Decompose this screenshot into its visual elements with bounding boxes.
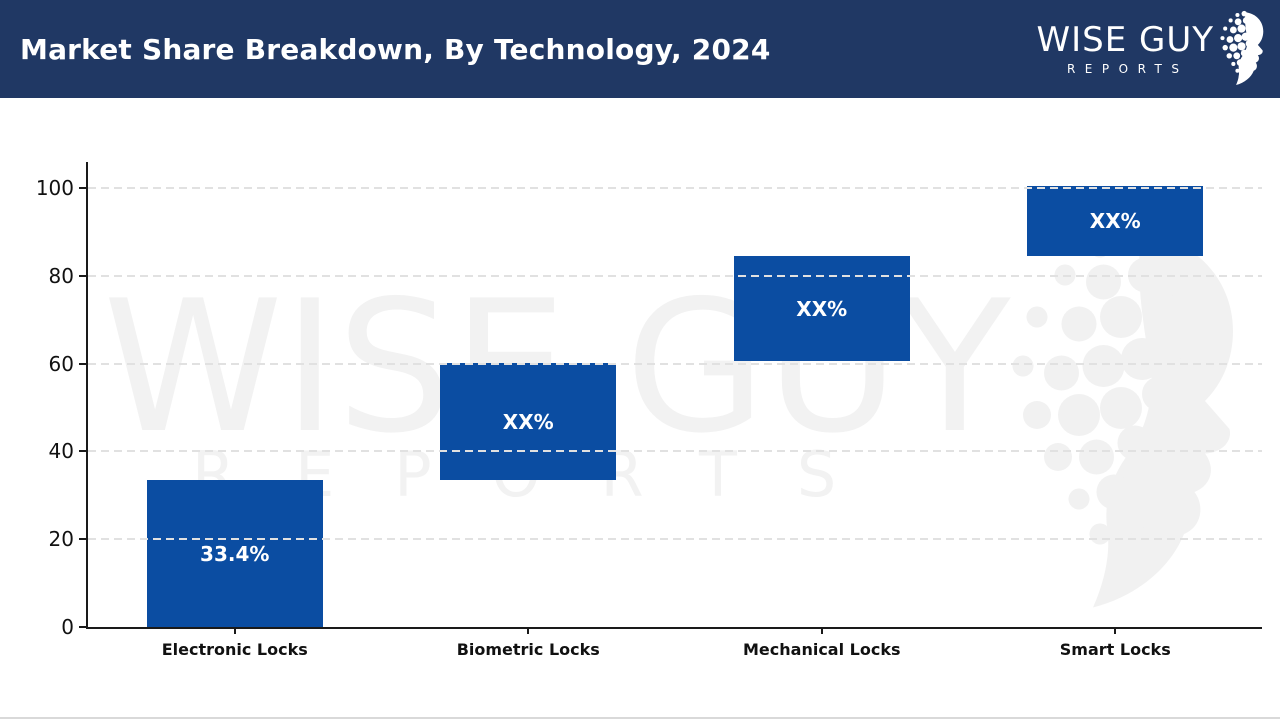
y-tick-label: 20 <box>48 527 74 552</box>
bar-value-label: XX% <box>502 409 554 434</box>
x-tick-label: Mechanical Locks <box>743 640 901 659</box>
x-tick-label: Biometric Locks <box>456 640 600 659</box>
bar-segment <box>1027 186 1204 256</box>
gridline <box>88 362 1262 365</box>
y-tick <box>79 362 88 365</box>
y-tick <box>79 538 88 541</box>
bar-segment <box>733 256 910 361</box>
gridline <box>88 450 1262 453</box>
dotted-face-logo-icon <box>1220 10 1264 86</box>
bar-segment <box>440 362 617 481</box>
y-tick-label: 100 <box>35 176 74 200</box>
y-tick <box>79 450 88 453</box>
gridline <box>88 187 1262 189</box>
brand-logo-subtext: REPORTS <box>1066 61 1189 76</box>
x-tick-label: Electronic Locks <box>161 640 308 659</box>
brand-logo-text: WISE GUY REPORTS <box>1036 23 1214 76</box>
x-tick-label: Smart Locks <box>1059 640 1171 659</box>
brand-logo-wordmark: WISE GUY <box>1036 19 1214 60</box>
y-tick <box>79 187 88 189</box>
x-axis <box>86 627 1262 629</box>
x-tick <box>527 627 530 634</box>
gridline <box>88 538 1262 541</box>
bar-value-label: XX% <box>796 296 848 321</box>
y-tick-label: 0 <box>61 615 74 639</box>
bar-segment <box>146 480 323 627</box>
x-tick <box>1114 627 1117 634</box>
y-tick-label: 60 <box>48 351 74 376</box>
y-axis <box>86 162 88 629</box>
bar-value-label: XX% <box>1089 208 1141 233</box>
brand-logo: WISE GUY REPORTS <box>1036 8 1266 90</box>
bottom-divider <box>0 717 1280 719</box>
y-tick-label: 80 <box>48 263 74 288</box>
header-bar: Market Share Breakdown, By Technology, 2… <box>0 0 1280 98</box>
page-title: Market Share Breakdown, By Technology, 2… <box>20 32 771 66</box>
y-tick-label: 40 <box>48 439 74 464</box>
y-tick <box>79 626 88 628</box>
x-tick <box>820 627 823 634</box>
y-tick <box>79 274 88 277</box>
x-tick <box>233 627 236 634</box>
bar-value-label: 33.4% <box>200 541 270 566</box>
gridline <box>88 274 1262 277</box>
